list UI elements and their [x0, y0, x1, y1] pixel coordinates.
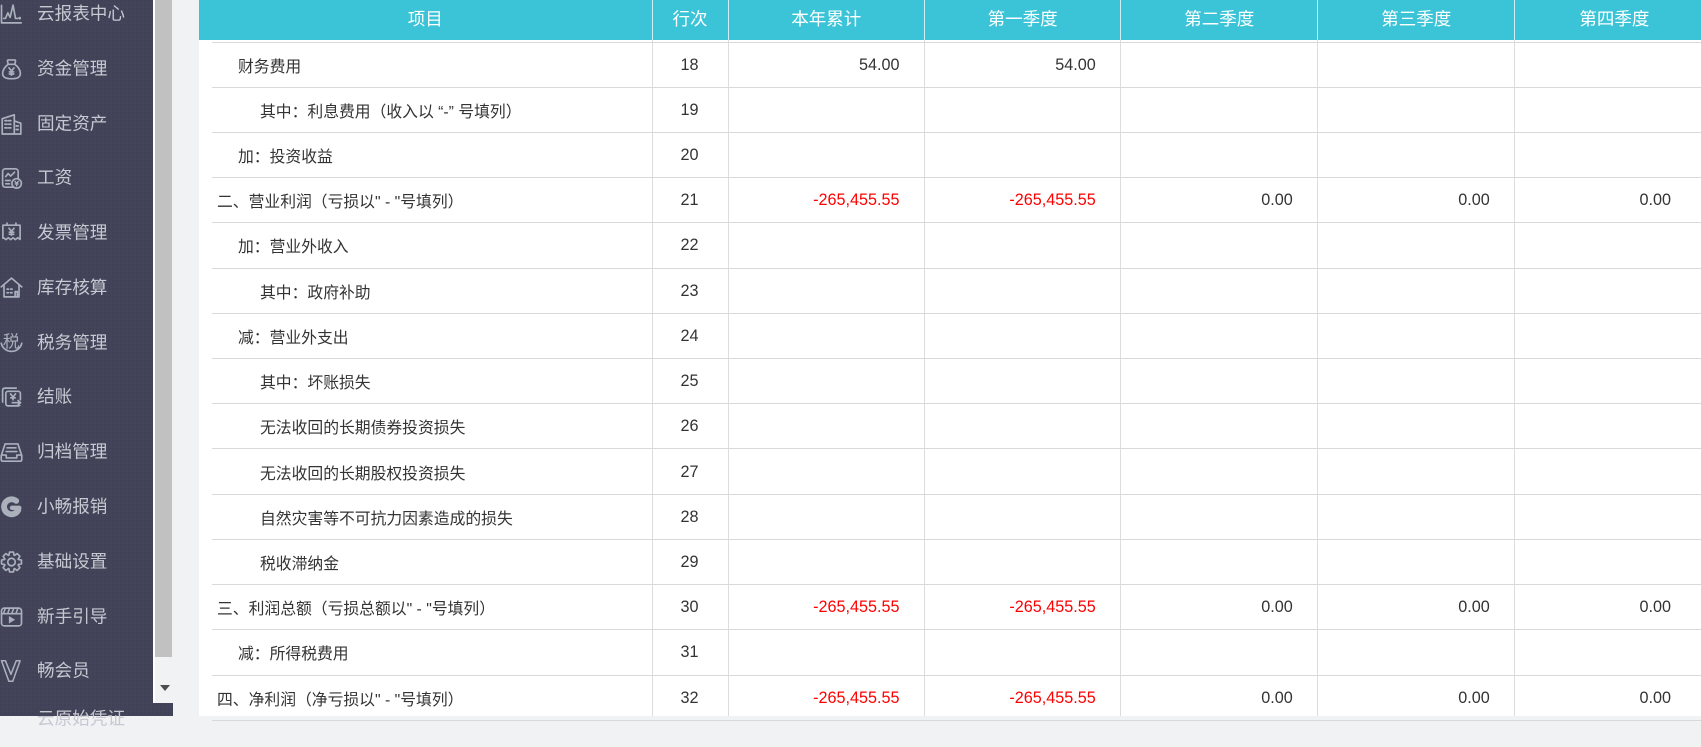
svg-text:税: 税	[3, 331, 20, 350]
